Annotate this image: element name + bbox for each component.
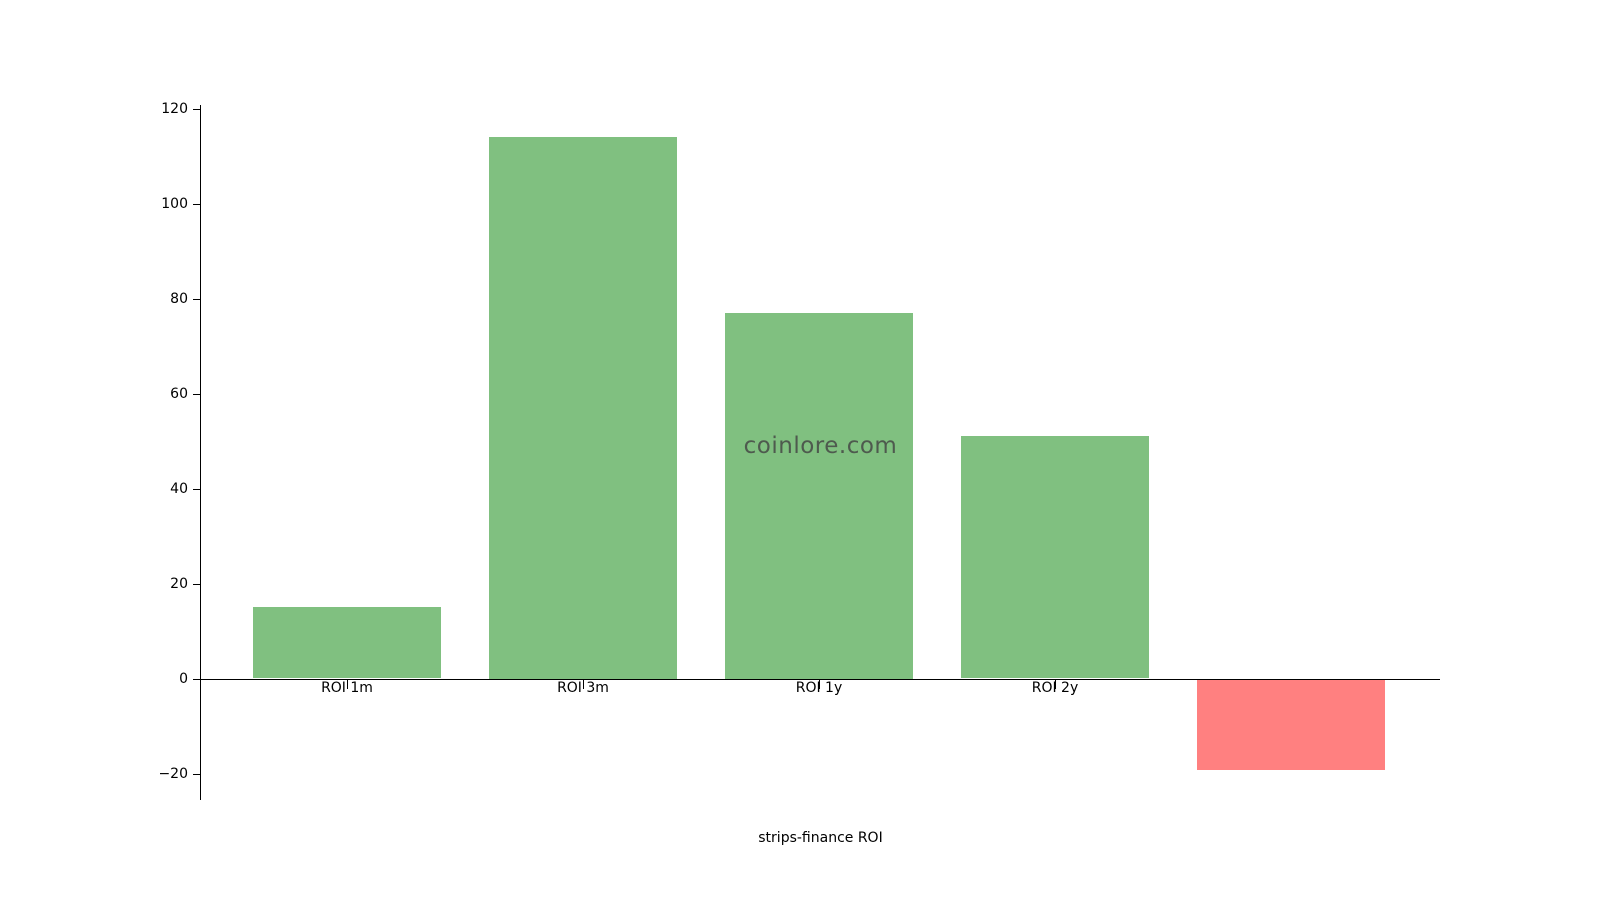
y-tick-mark	[193, 774, 201, 775]
y-tick-label: 100	[161, 196, 188, 212]
y-tick-mark	[193, 679, 201, 680]
y-tick-mark	[193, 109, 201, 110]
y-tick-label: −20	[158, 766, 188, 782]
y-tick-mark	[193, 204, 201, 205]
x-axis-line	[201, 679, 1440, 680]
y-tick-mark	[193, 394, 201, 395]
bar	[253, 607, 441, 678]
bar	[961, 436, 1149, 678]
x-tick-mark	[583, 679, 584, 689]
y-tick-label: 60	[170, 386, 188, 402]
bar	[489, 137, 677, 679]
y-tick-label: 20	[170, 576, 188, 592]
y-tick-label: 0	[179, 671, 188, 687]
y-tick-mark	[193, 584, 201, 585]
x-tick-mark	[1055, 679, 1056, 689]
y-tick-mark	[193, 299, 201, 300]
y-tick-label: 40	[170, 481, 188, 497]
x-tick-mark	[819, 679, 820, 689]
bar	[1197, 680, 1385, 770]
bar	[725, 313, 913, 679]
watermark: coinlore.com	[743, 433, 898, 459]
y-tick-label: 120	[161, 101, 188, 117]
chart-title: strips-finance ROI	[758, 830, 883, 846]
y-axis-line	[200, 105, 201, 800]
y-tick-mark	[193, 489, 201, 490]
y-tick-label: 80	[170, 291, 188, 307]
x-tick-mark	[347, 679, 348, 689]
